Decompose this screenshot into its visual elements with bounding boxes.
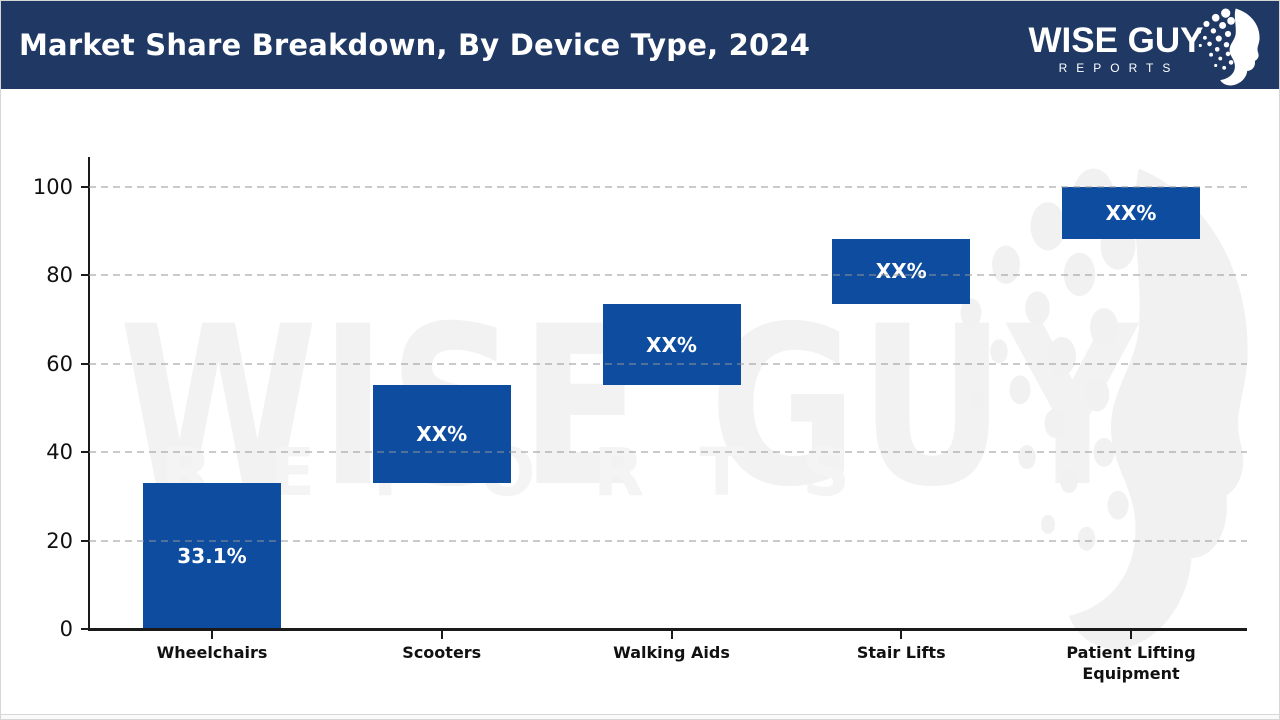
- footer-divider: [1, 714, 1279, 715]
- x-tick-mark: [211, 631, 213, 639]
- wiseguy-logo: WISE GUY REPORTS: [1027, 5, 1267, 87]
- x-tick-mark: [900, 631, 903, 639]
- gridline-y60: [89, 362, 1247, 365]
- y-tick-label: 80: [46, 263, 73, 288]
- logo-sub-text: REPORTS: [1058, 61, 1180, 75]
- bar-stair-lifts: XX%: [832, 238, 971, 304]
- y-tick-label: 0: [59, 617, 73, 641]
- gridline-y100: [89, 186, 1247, 188]
- y-tick-label: 60: [46, 351, 73, 376]
- bar-wheelchairs: 33.1%: [143, 482, 281, 629]
- x-axis-label: Walking Aids: [613, 643, 730, 662]
- y-tick-mark: [81, 539, 89, 542]
- logo-brand-text: WISE GUY: [1028, 21, 1204, 60]
- x-tick-mark: [1130, 631, 1132, 639]
- y-tick-mark: [81, 451, 89, 454]
- x-axis-label: Stair Lifts: [856, 643, 946, 662]
- y-tick-label: 100: [32, 175, 73, 199]
- bar-patient-lifting-equipment: XX%: [1062, 187, 1200, 239]
- y-tick-label: 40: [46, 440, 73, 465]
- x-axis-label: Patient Lifting Equipment: [1066, 643, 1196, 683]
- y-tick-mark: [81, 274, 89, 277]
- header-band: Market Share Breakdown, By Device Type, …: [1, 1, 1279, 89]
- gridline-y80: [89, 274, 1247, 277]
- gridline-y20: [89, 539, 1247, 542]
- x-tick-mark: [670, 631, 673, 639]
- y-tick-label: 20: [46, 528, 73, 553]
- x-axis-label: Scooters: [402, 643, 482, 662]
- y-tick-mark: [81, 362, 89, 365]
- x-axis-label: Wheelchairs: [156, 643, 268, 662]
- bar-value-label: XX%: [875, 259, 927, 284]
- bar-value-label: XX%: [646, 332, 697, 357]
- chart-area: WISE GUY REPORTS 0 20 40 60 80 100 33.1% Wheelc…: [1, 89, 1279, 714]
- y-tick-mark: [81, 628, 89, 630]
- x-axis-baseline: [88, 628, 1247, 631]
- bar-value-label: XX%: [416, 422, 468, 447]
- y-tick-mark: [81, 186, 89, 188]
- page-title: Market Share Breakdown, By Device Type, …: [19, 28, 811, 62]
- bar-value-label: 33.1%: [177, 543, 247, 568]
- bar-scooters: XX%: [372, 385, 511, 483]
- bar-value-label: XX%: [1105, 200, 1157, 225]
- gridline-y40: [89, 451, 1247, 454]
- wiseguy-head-icon: [1196, 8, 1260, 86]
- x-tick-mark: [440, 631, 443, 639]
- bar-walking-aids: XX%: [602, 303, 741, 386]
- y-axis-spine: [88, 157, 90, 630]
- footer-strip: [1, 715, 1279, 719]
